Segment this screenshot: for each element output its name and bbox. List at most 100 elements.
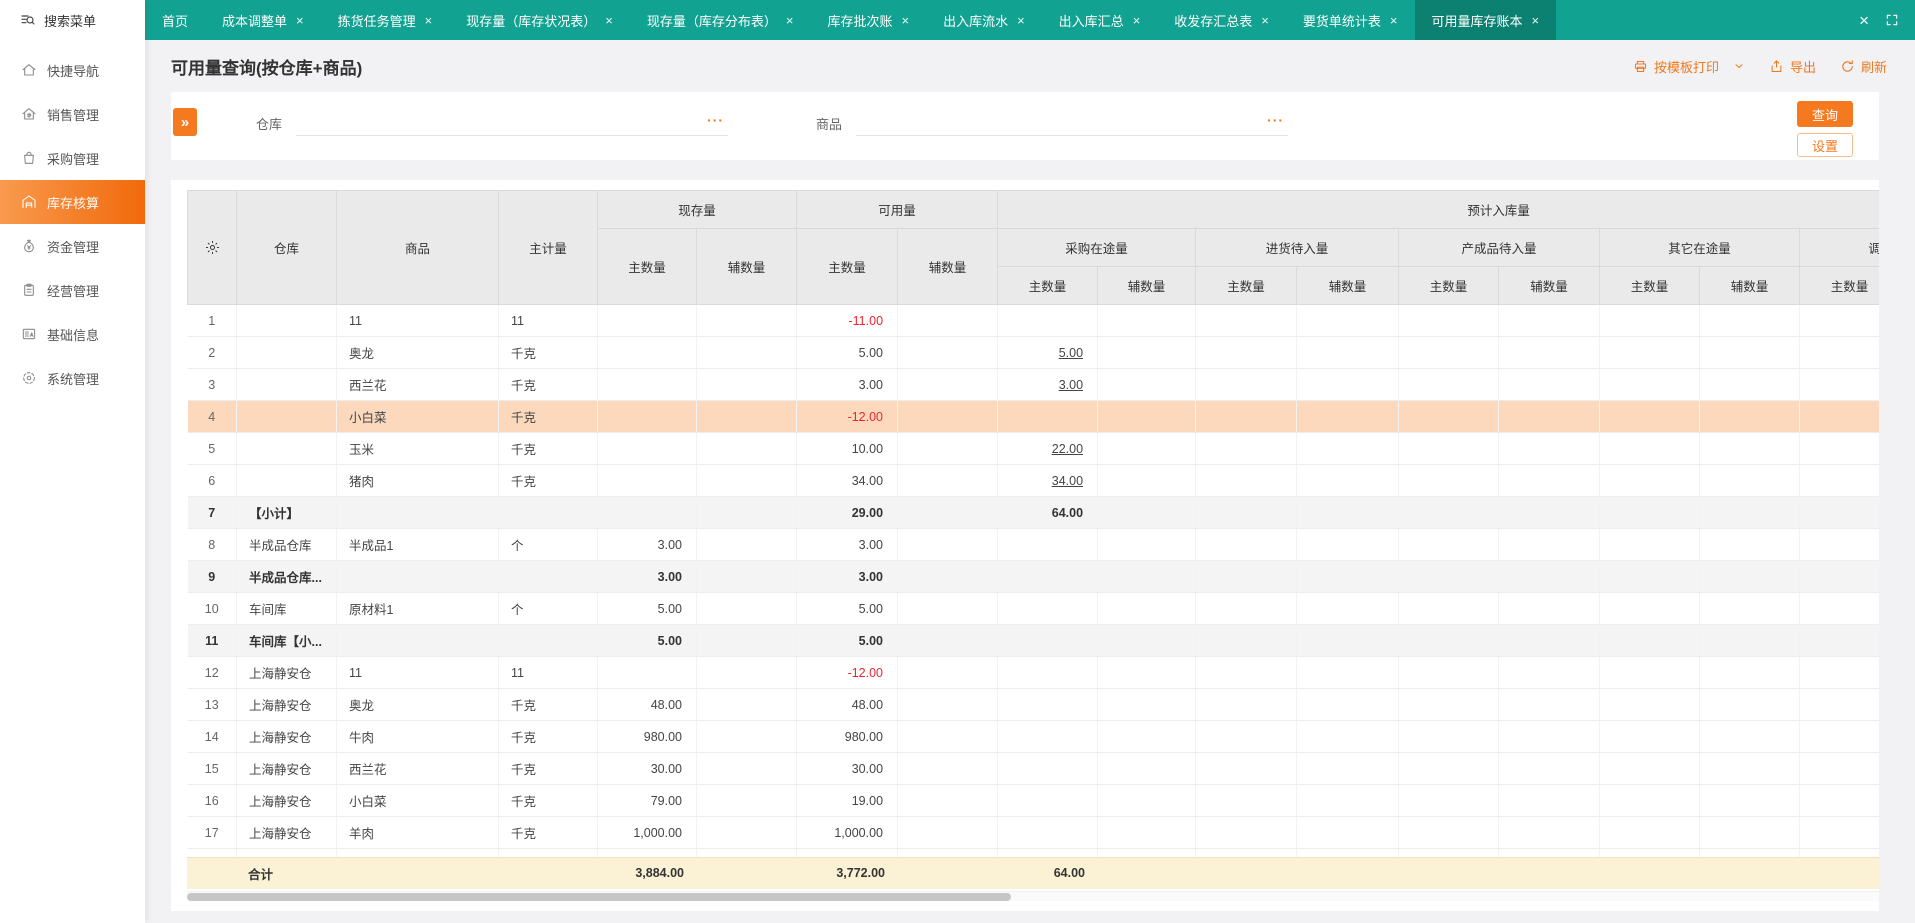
cell-available_main: 3.00: [796, 528, 899, 561]
tab-recv-send-summary[interactable]: 收发存汇总表 ×: [1157, 0, 1286, 40]
header-purchase-aux-qty[interactable]: 辅数量: [1097, 266, 1197, 305]
fullscreen-icon[interactable]: [1885, 13, 1899, 27]
table-row[interactable]: 15 上海静安仓 西兰花 千克 30.00 30.00: [187, 752, 1879, 785]
sidebar-item-funds[interactable]: 资金管理: [0, 224, 145, 268]
cell-unit: 千克: [498, 464, 598, 497]
cell-purchase_aux: [1097, 688, 1197, 721]
sidebar-item-inventory[interactable]: 库存核算: [0, 180, 145, 224]
table-row[interactable]: 13 上海静安仓 奥龙 千克 48.00 48.00: [187, 688, 1879, 721]
tab-picking-task[interactable]: 拣货任务管理 ×: [321, 0, 450, 40]
tab-cost-adjust[interactable]: 成本调整单 ×: [205, 0, 321, 40]
table-row[interactable]: 4 小白菜 千克 -12.00: [187, 400, 1879, 433]
total-warehouse: 合计: [236, 856, 336, 889]
close-tabs-icon[interactable]: ×: [1859, 10, 1869, 30]
tab-close-icon[interactable]: ×: [1132, 12, 1141, 28]
expand-filter-button[interactable]: »: [173, 108, 197, 136]
table-row[interactable]: 14 上海静安仓 牛肉 千克 980.00 980.00: [187, 720, 1879, 753]
warehouse-input[interactable]: [296, 110, 697, 134]
header-unit[interactable]: 主计量: [498, 190, 598, 305]
table-row[interactable]: 5 玉米 千克 10.00 22.00: [187, 432, 1879, 465]
table-row[interactable]: 1 11 11 -11.00: [187, 304, 1879, 337]
tab-home[interactable]: 首页: [145, 0, 205, 40]
tab-close-icon[interactable]: ×: [605, 12, 613, 28]
tab-available-ledger[interactable]: 可用量库存账本 ×: [1414, 0, 1557, 40]
table-row[interactable]: 2 奥龙 千克 5.00 5.00: [187, 336, 1879, 369]
header-transfer-main-qty[interactable]: 主数量: [1799, 266, 1879, 305]
gear-icon[interactable]: [205, 240, 220, 255]
settings-button[interactable]: 设置: [1797, 133, 1853, 157]
table-row[interactable]: 10 车间库 原材料1 个 5.00 5.00: [187, 592, 1879, 625]
cell-warehouse: 上海静安仓: [236, 816, 337, 849]
tab-close-icon[interactable]: ×: [1261, 12, 1269, 28]
table-row[interactable]: 6 猪肉 千克 34.00 34.00: [187, 464, 1879, 497]
basicinfo-icon: [22, 328, 36, 340]
tab-close-icon[interactable]: ×: [1017, 12, 1025, 28]
cell-purchase_main[interactable]: 22.00: [997, 432, 1099, 465]
sidebar-item-quick-nav[interactable]: 快捷导航: [0, 48, 145, 92]
filter-panel: » 仓库 ··· 商品 ··· 查询 设置: [171, 92, 1879, 160]
cell-purchase_main[interactable]: 5.00: [997, 336, 1099, 369]
header-finished-main-qty[interactable]: 主数量: [1398, 266, 1500, 305]
product-picker-button[interactable]: ···: [1267, 112, 1285, 128]
sidebar-item-basic-info[interactable]: 基础信息: [0, 312, 145, 356]
sidebar-item-operations[interactable]: 经营管理: [0, 268, 145, 312]
tab-stock-distribution[interactable]: 现存量（库存分布表） ×: [630, 0, 811, 40]
tab-label: 现存量（库存分布表）: [646, 13, 777, 29]
query-button[interactable]: 查询: [1797, 101, 1853, 127]
sidebar-item-label: 销售管理: [47, 107, 100, 123]
tab-close-icon[interactable]: ×: [1389, 12, 1398, 28]
tab-stock-batch[interactable]: 库存批次账 ×: [810, 0, 926, 40]
warehouse-picker-button[interactable]: ···: [707, 112, 725, 128]
header-inbound-aux-qty[interactable]: 辅数量: [1296, 266, 1400, 305]
header-other-aux-qty[interactable]: 辅数量: [1699, 266, 1801, 305]
cell-product: 猪肉: [336, 464, 499, 497]
cell-purchase_aux: [1097, 592, 1197, 625]
tab-close-icon[interactable]: ×: [785, 12, 794, 28]
header-purchase-main-qty[interactable]: 主数量: [997, 266, 1099, 305]
export-button[interactable]: 导出: [1769, 57, 1816, 76]
table-row[interactable]: 3 西兰花 千克 3.00 3.00: [187, 368, 1879, 401]
cell-purchase_main[interactable]: 34.00: [997, 464, 1099, 497]
product-input[interactable]: [856, 110, 1257, 134]
sidebar-item-system[interactable]: 系统管理: [0, 356, 145, 400]
header-other-main-qty[interactable]: 主数量: [1599, 266, 1701, 305]
tab-inout-summary[interactable]: 出入库汇总 ×: [1042, 0, 1158, 40]
table-row[interactable]: 17 上海静安仓 羊肉 千克 1,000.00 1,000.00: [187, 816, 1879, 849]
tab-close-icon[interactable]: ×: [901, 12, 910, 28]
print-by-template-button[interactable]: 按模板打印: [1633, 57, 1745, 76]
tab-demand-stats[interactable]: 要货单统计表 ×: [1286, 0, 1415, 40]
column-settings-header[interactable]: [187, 190, 237, 305]
tab-close-icon[interactable]: ×: [296, 12, 304, 28]
table-row[interactable]: 7 【小计】 29.00 64.00: [187, 496, 1879, 529]
header-finished-aux-qty[interactable]: 辅数量: [1498, 266, 1601, 305]
sidebar-item-purchase[interactable]: 采购管理: [0, 136, 145, 180]
refresh-button[interactable]: 刷新: [1840, 57, 1887, 76]
tab-close-icon[interactable]: ×: [424, 12, 433, 28]
header-available-main-qty[interactable]: 主数量: [796, 228, 899, 305]
header-onhand-aux-qty[interactable]: 辅数量: [695, 228, 798, 305]
table-row[interactable]: 9 半成品仓库... 3.00 3.00: [187, 560, 1879, 593]
horizontal-scrollbar[interactable]: [187, 891, 1879, 901]
table-row[interactable]: 16 上海静安仓 小白菜 千克 79.00 19.00: [187, 784, 1879, 817]
cell-purchase_main[interactable]: 3.00: [997, 368, 1099, 401]
header-warehouse[interactable]: 仓库: [236, 190, 337, 305]
header-inbound-main-qty[interactable]: 主数量: [1195, 266, 1298, 305]
table-row[interactable]: 12 上海静安仓 11 11 -12.00: [187, 656, 1879, 689]
header-onhand-main-qty[interactable]: 主数量: [597, 228, 697, 305]
sidebar-item-label: 库存核算: [47, 195, 100, 211]
cell-seq: 16: [187, 784, 237, 817]
header-product[interactable]: 商品: [336, 190, 499, 305]
tab-close-icon[interactable]: ×: [1531, 12, 1540, 28]
cell-warehouse: [236, 304, 337, 337]
table-row[interactable]: 8 半成品仓库 半成品1 个 3.00 3.00: [187, 528, 1879, 561]
sidebar-item-sales[interactable]: 销售管理: [0, 92, 145, 136]
table-row[interactable]: 11 车间库【小... 5.00 5.00: [187, 624, 1879, 657]
cell-product: [336, 496, 499, 529]
tab-inout-flow[interactable]: 出入库流水 ×: [926, 0, 1042, 40]
menu-search-button[interactable]: 搜索菜单: [0, 0, 145, 40]
chevron-down-icon[interactable]: [1733, 60, 1745, 72]
total-inbound_aux: [1296, 856, 1398, 889]
header-available-aux-qty[interactable]: 辅数量: [897, 228, 999, 305]
scrollbar-thumb[interactable]: [187, 893, 1011, 901]
tab-stock-status[interactable]: 现存量（库存状况表） ×: [449, 0, 630, 40]
